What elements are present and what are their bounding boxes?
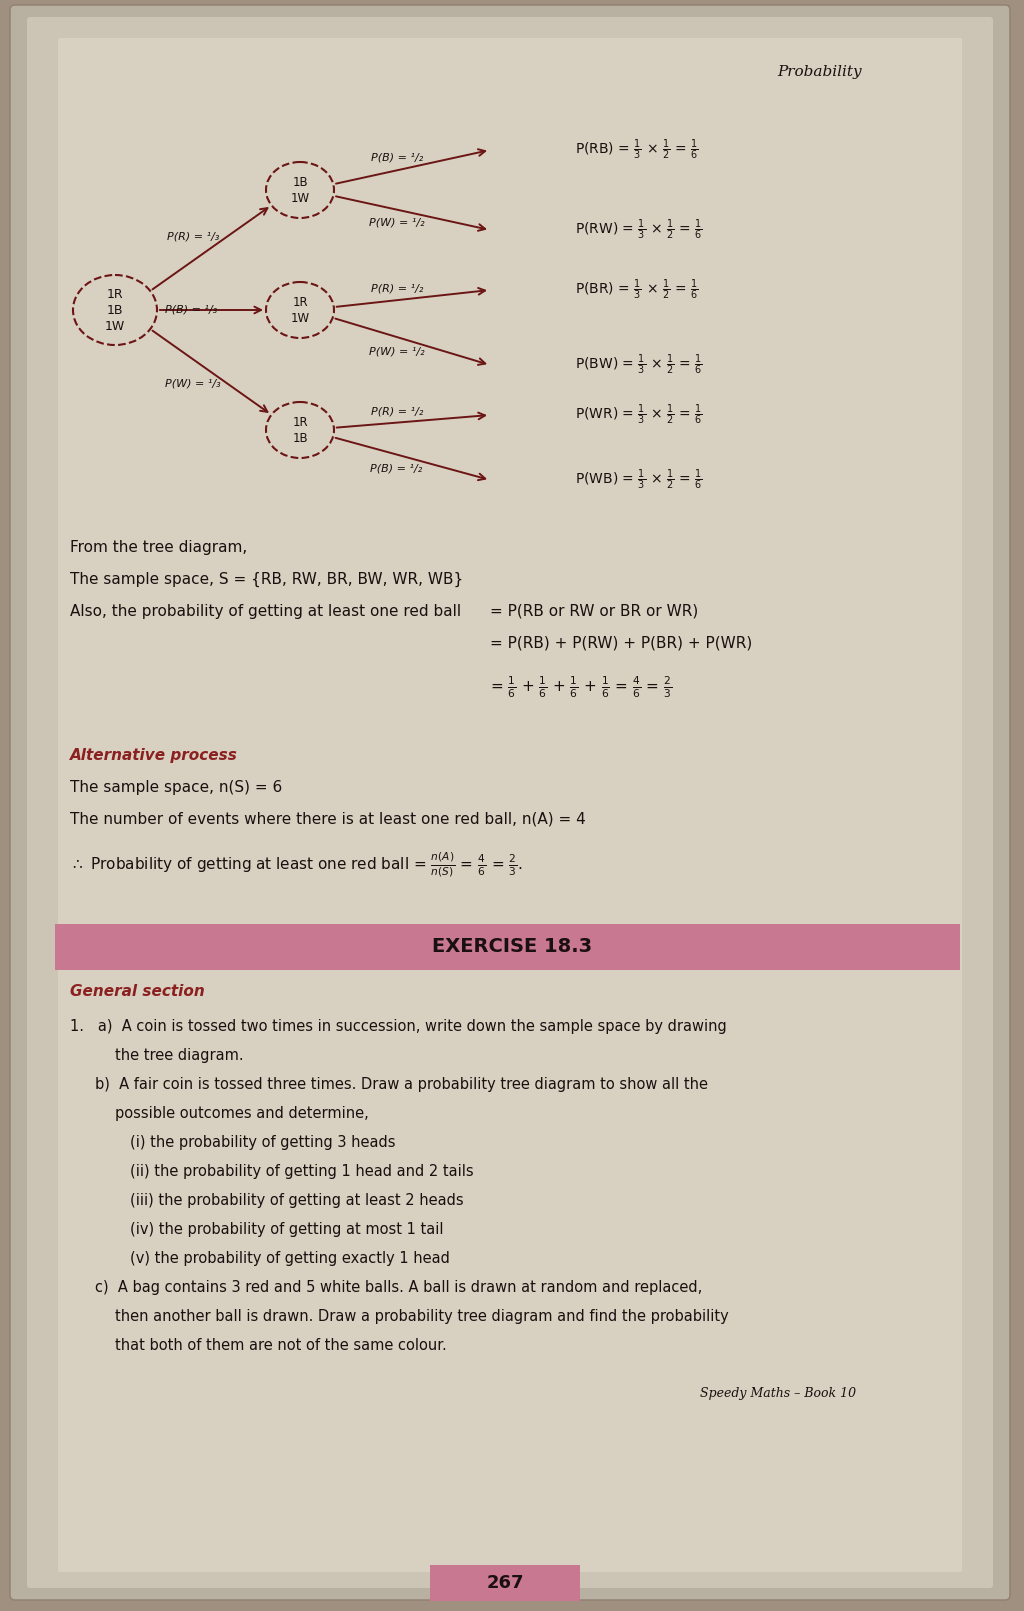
Text: 1R
1W: 1R 1W [291, 295, 309, 324]
Text: P(RB) = $\frac{1}{3}$ × $\frac{1}{2}$ = $\frac{1}{6}$: P(RB) = $\frac{1}{3}$ × $\frac{1}{2}$ = … [575, 139, 698, 163]
Text: P(WB) = $\frac{1}{3}$ × $\frac{1}{2}$ = $\frac{1}{6}$: P(WB) = $\frac{1}{3}$ × $\frac{1}{2}$ = … [575, 467, 702, 493]
Text: P(W) = ¹/₂: P(W) = ¹/₂ [369, 346, 424, 356]
Text: General section: General section [70, 984, 205, 999]
Text: then another ball is drawn. Draw a probability tree diagram and find the probabi: then another ball is drawn. Draw a proba… [115, 1310, 729, 1324]
Text: 1R
1B
1W: 1R 1B 1W [104, 287, 125, 332]
Text: P(WR) = $\frac{1}{3}$ × $\frac{1}{2}$ = $\frac{1}{6}$: P(WR) = $\frac{1}{3}$ × $\frac{1}{2}$ = … [575, 403, 702, 427]
Text: c)  A bag contains 3 red and 5 white balls. A ball is drawn at random and replac: c) A bag contains 3 red and 5 white ball… [95, 1281, 702, 1295]
Text: Speedy Maths – Book 10: Speedy Maths – Book 10 [700, 1387, 856, 1400]
Text: Probability: Probability [777, 64, 862, 79]
Text: b)  A fair coin is tossed three times. Draw a probability tree diagram to show a: b) A fair coin is tossed three times. Dr… [95, 1078, 708, 1092]
Text: P(W) = ¹/₂: P(W) = ¹/₂ [369, 217, 424, 227]
FancyBboxPatch shape [58, 39, 962, 1572]
Text: P(RW) = $\frac{1}{3}$ × $\frac{1}{2}$ = $\frac{1}{6}$: P(RW) = $\frac{1}{3}$ × $\frac{1}{2}$ = … [575, 217, 702, 242]
Text: Alternative process: Alternative process [70, 748, 238, 764]
Text: P(BR) = $\frac{1}{3}$ × $\frac{1}{2}$ = $\frac{1}{6}$: P(BR) = $\frac{1}{3}$ × $\frac{1}{2}$ = … [575, 277, 698, 303]
Text: The sample space, n(S) = 6: The sample space, n(S) = 6 [70, 780, 283, 794]
Text: P(W) = ¹/₃: P(W) = ¹/₃ [165, 379, 220, 388]
Text: (iv) the probability of getting at most 1 tail: (iv) the probability of getting at most … [130, 1223, 443, 1237]
Text: (iii) the probability of getting at least 2 heads: (iii) the probability of getting at leas… [130, 1194, 464, 1208]
Text: (v) the probability of getting exactly 1 head: (v) the probability of getting exactly 1… [130, 1252, 450, 1266]
FancyBboxPatch shape [55, 925, 961, 970]
Text: = $\frac{1}{6}$ + $\frac{1}{6}$ + $\frac{1}{6}$ + $\frac{1}{6}$ = $\frac{4}{6}$ : = $\frac{1}{6}$ + $\frac{1}{6}$ + $\frac… [490, 675, 673, 699]
Text: 1B
1W: 1B 1W [291, 176, 309, 205]
Text: P(R) = ¹/₃: P(R) = ¹/₃ [167, 230, 219, 242]
Text: 1R
1B: 1R 1B [292, 416, 308, 445]
Text: the tree diagram.: the tree diagram. [115, 1049, 244, 1063]
FancyBboxPatch shape [10, 5, 1010, 1600]
Text: P(B) = ¹/₃: P(B) = ¹/₃ [165, 304, 218, 316]
Text: P(B) = ¹/₂: P(B) = ¹/₂ [371, 151, 423, 163]
Text: P(B) = ¹/₂: P(B) = ¹/₂ [371, 464, 423, 474]
Text: EXERCISE 18.3: EXERCISE 18.3 [432, 938, 592, 957]
Text: The sample space, S = {RB, RW, BR, BW, WR, WB}: The sample space, S = {RB, RW, BR, BW, W… [70, 572, 463, 586]
Text: $\therefore$ Probability of getting at least one red ball = $\frac{n(A)}{n(S)}$ : $\therefore$ Probability of getting at l… [70, 851, 522, 880]
Text: 1.   a)  A coin is tossed two times in succession, write down the sample space b: 1. a) A coin is tossed two times in succ… [70, 1020, 727, 1034]
Text: = P(RB) + P(RW) + P(BR) + P(WR): = P(RB) + P(RW) + P(BR) + P(WR) [490, 636, 753, 651]
FancyBboxPatch shape [27, 18, 993, 1588]
Text: P(R) = ¹/₂: P(R) = ¹/₂ [371, 284, 423, 293]
Text: (i) the probability of getting 3 heads: (i) the probability of getting 3 heads [130, 1136, 395, 1150]
Text: P(R) = ¹/₂: P(R) = ¹/₂ [371, 406, 423, 416]
FancyBboxPatch shape [430, 1564, 580, 1601]
Text: (ii) the probability of getting 1 head and 2 tails: (ii) the probability of getting 1 head a… [130, 1165, 474, 1179]
Text: = P(RB or RW or BR or WR): = P(RB or RW or BR or WR) [490, 604, 698, 619]
Text: From the tree diagram,: From the tree diagram, [70, 540, 247, 556]
Text: P(BW) = $\frac{1}{3}$ × $\frac{1}{2}$ = $\frac{1}{6}$: P(BW) = $\frac{1}{3}$ × $\frac{1}{2}$ = … [575, 353, 702, 377]
Text: that both of them are not of the same colour.: that both of them are not of the same co… [115, 1339, 446, 1353]
Text: possible outcomes and determine,: possible outcomes and determine, [115, 1107, 369, 1121]
Text: 267: 267 [486, 1574, 523, 1592]
Text: Also, the probability of getting at least one red ball: Also, the probability of getting at leas… [70, 604, 461, 619]
Text: The number of events where there is at least one red ball, n(A) = 4: The number of events where there is at l… [70, 812, 586, 826]
